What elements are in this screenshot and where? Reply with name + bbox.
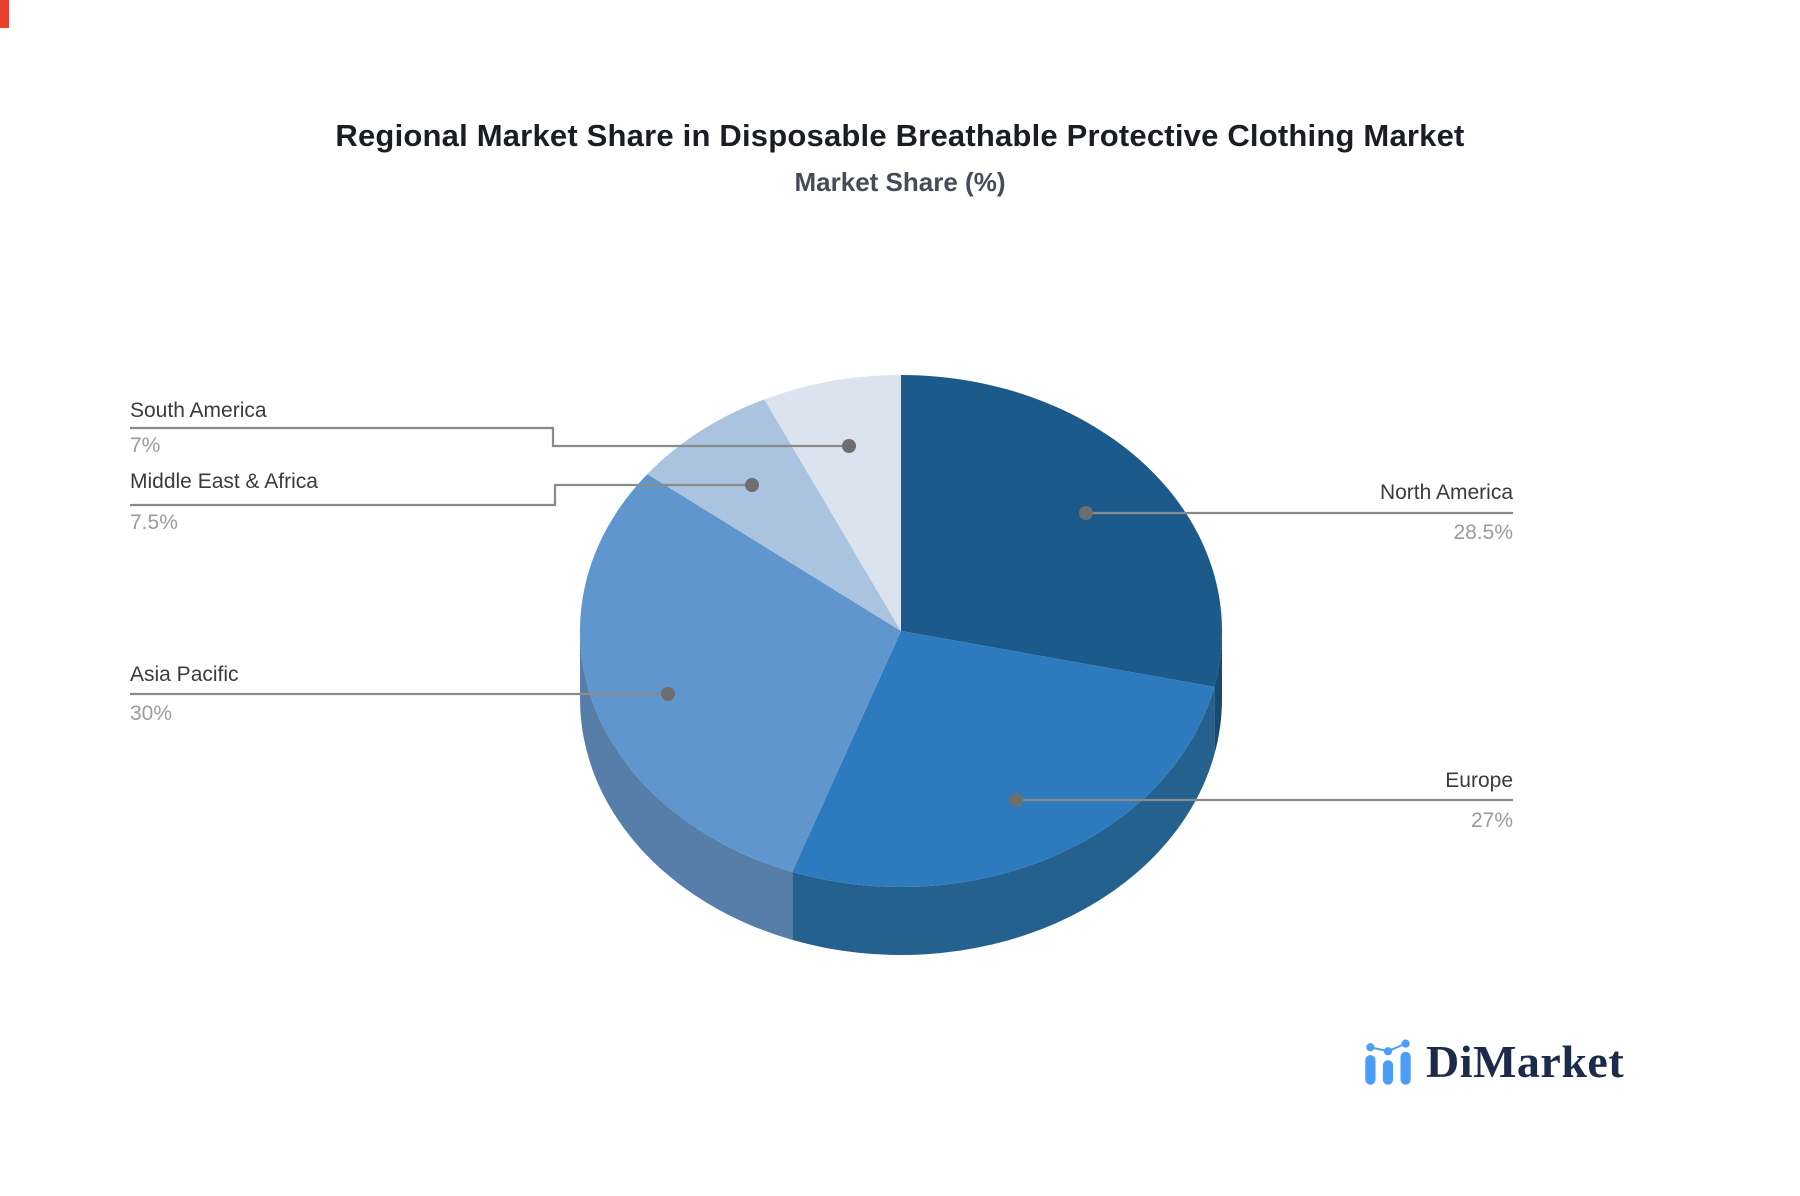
slice-value-north-america: 28.5%: [1453, 521, 1513, 544]
slice-value-middle-east-africa: 7.5%: [130, 511, 178, 534]
leader-dot-europe: [1009, 793, 1023, 807]
leader-dot-asia-pacific: [661, 687, 675, 701]
chart-title: Regional Market Share in Disposable Brea…: [335, 118, 1465, 153]
pie-slice-asia-pacific: [579, 474, 901, 872]
slice-label-asia-pacific: Asia Pacific: [130, 663, 239, 686]
leader-dot-north-america: [1079, 506, 1093, 520]
leader-line-middle-east-africa: [130, 483, 752, 507]
pie-slice-europe: [792, 631, 1215, 887]
leader-dot-middle-east-africa: [745, 478, 759, 492]
dimarket-logo: DiMarket: [1363, 1034, 1624, 1090]
pie-side-asia-pacific: [580, 631, 793, 940]
slice-label-south-america: South America: [130, 399, 267, 422]
slice-label-europe: Europe: [1445, 769, 1513, 792]
slice-value-south-america: 7%: [130, 434, 161, 457]
leader-lines: [130, 426, 1513, 807]
chart-subtitle: Market Share (%): [794, 167, 1006, 197]
leader-dot-south-america: [842, 439, 856, 453]
pie-slice-south-america: [764, 375, 901, 631]
pie-side-north-america: [1214, 631, 1222, 755]
pie-3d-sides: [580, 631, 1222, 955]
leader-line-south-america: [130, 426, 849, 448]
pie-side-europe: [792, 686, 1215, 955]
slice-value-europe: 27%: [1470, 809, 1513, 832]
slice-label-north-america: North America: [1379, 481, 1513, 504]
pie-top-surface: [579, 375, 1222, 887]
logo-bar-chart-trend-icon: [1365, 1039, 1411, 1085]
pie-slice-north-america: [901, 375, 1222, 687]
slice-value-asia-pacific: 30%: [130, 702, 173, 725]
screen-corner-artifact: [0, 0, 9, 28]
pie-slice-middle-east-africa: [647, 399, 901, 631]
slice-label-middle-east-africa: Middle East & Africa: [130, 470, 318, 493]
logo-text: DiMarket: [1426, 1036, 1625, 1087]
